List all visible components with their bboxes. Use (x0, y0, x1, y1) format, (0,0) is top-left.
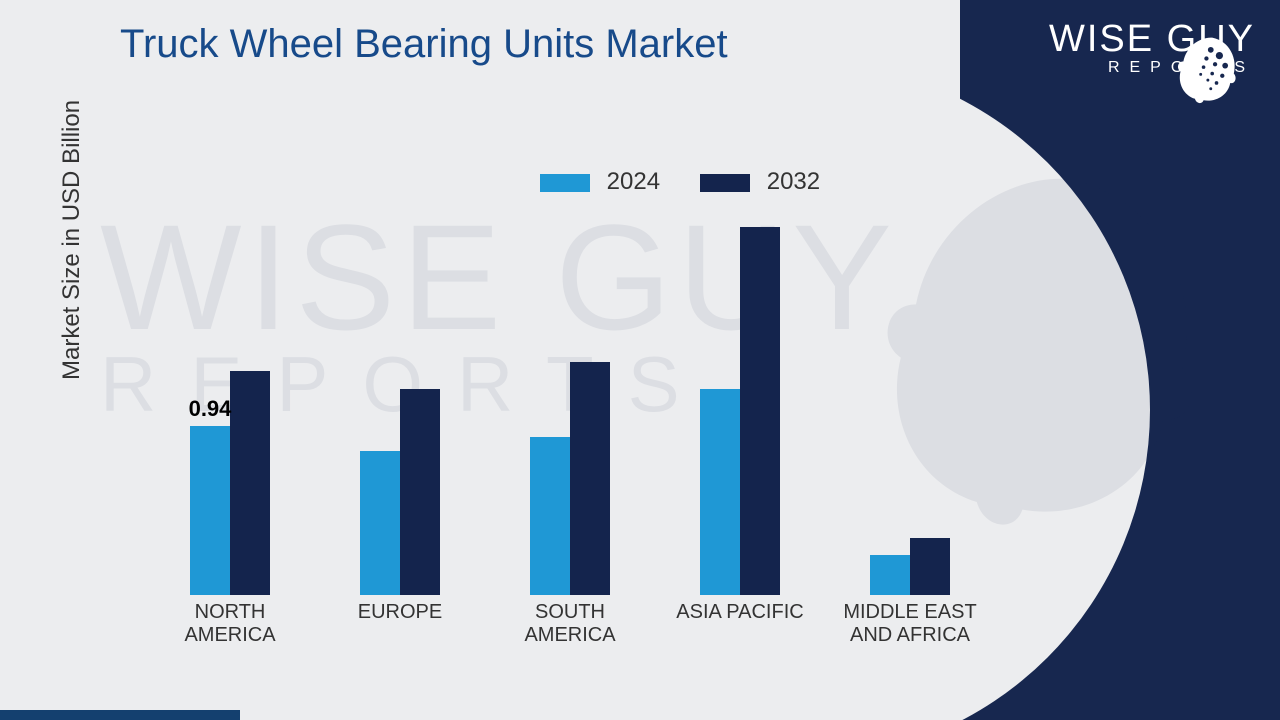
bottom-accent-strip (0, 710, 240, 720)
brand-head-icon (1169, 34, 1241, 106)
chart-title: Truck Wheel Bearing Units Market (120, 22, 728, 67)
bar-2024 (700, 389, 740, 595)
category-label: MIDDLE EAST AND AFRICA (835, 601, 985, 647)
legend-item-2024: 2024 (540, 168, 660, 196)
bar-pair (870, 538, 950, 595)
legend-swatch-2024 (540, 174, 590, 192)
bar-pair (530, 362, 610, 595)
bar-pair (360, 389, 440, 595)
bar-chart: NORTH AMERICA0.94EUROPESOUTH AMERICAASIA… (110, 200, 1010, 595)
bar-2032 (400, 389, 440, 595)
category-label: EUROPE (325, 601, 475, 624)
legend-label-2032: 2032 (767, 168, 820, 195)
bar-2032 (740, 227, 780, 595)
bar-pair (700, 227, 780, 595)
category-label: NORTH AMERICA (155, 601, 305, 647)
brand-logo: WISE GUY REPORTS (995, 20, 1255, 76)
value-label: 0.94 (189, 396, 232, 422)
legend-label-2024: 2024 (607, 168, 660, 195)
category-label: SOUTH AMERICA (495, 601, 645, 647)
category-label: ASIA PACIFIC (665, 601, 815, 624)
legend-item-2032: 2032 (700, 168, 820, 196)
bar-2024 (360, 451, 400, 595)
bar-2032 (910, 538, 950, 595)
bar-2032 (230, 371, 270, 595)
legend-swatch-2032 (700, 174, 750, 192)
bar-2024 (190, 426, 230, 595)
bar-2024 (530, 437, 570, 595)
legend: 2024 2032 (540, 168, 820, 196)
y-axis-label: Market Size in USD Billion (58, 100, 86, 380)
bar-2024 (870, 555, 910, 595)
page: WISE GUY REPORTS WISE GUY REPORTS Truck … (0, 0, 1280, 720)
bar-2032 (570, 362, 610, 595)
